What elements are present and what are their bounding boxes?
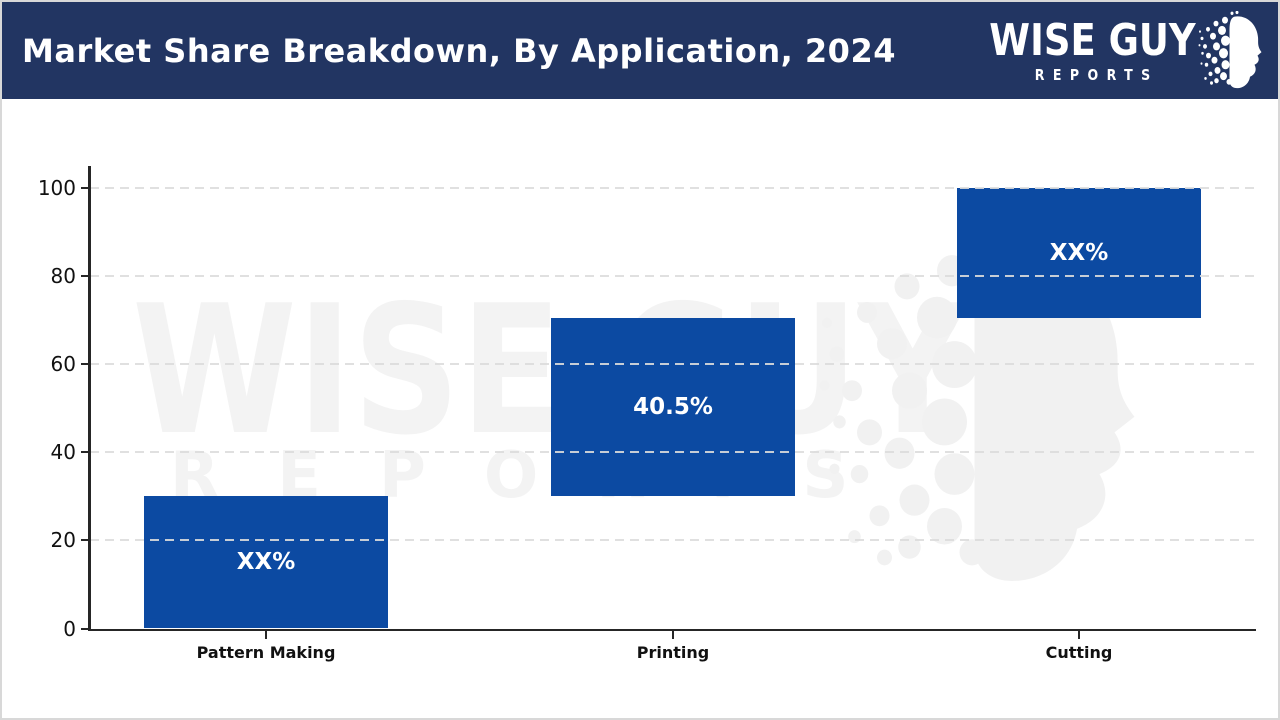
x-tick-label-pattern-making: Pattern Making <box>196 642 336 662</box>
logo-text: WISE GUY REPORTS <box>989 14 1196 84</box>
x-axis-spine <box>88 628 1256 631</box>
bar-pattern-making: XX% <box>144 496 388 629</box>
y-tick-mark <box>81 627 89 630</box>
y-tick-label: 60 <box>50 352 76 377</box>
bar-value-label: XX% <box>236 549 296 576</box>
gridline-60 <box>90 363 1256 366</box>
logo-subtitle: REPORTS <box>1035 65 1159 84</box>
gridline-20 <box>90 539 1256 542</box>
y-tick-label: 0 <box>63 616 76 641</box>
logo-wordmark: WISE GUY <box>989 14 1196 66</box>
x-tick-mark <box>1078 630 1080 639</box>
watermark-wordmark: WISE GUY <box>132 267 967 474</box>
page-title: Market Share Breakdown, By Application, … <box>22 31 896 70</box>
x-tick-mark <box>672 630 674 639</box>
y-tick-mark <box>81 451 89 454</box>
dotted-head-icon <box>1198 11 1262 89</box>
y-axis-spine <box>88 166 91 631</box>
gridline-100 <box>90 187 1256 189</box>
x-tick-label-cutting: Cutting <box>1045 642 1113 662</box>
x-tick-label-printing: Printing <box>636 642 710 662</box>
wise-guy-logo: WISE GUY REPORTS <box>950 8 1268 94</box>
gridline-40 <box>90 451 1256 454</box>
y-tick-label: 80 <box>50 264 76 289</box>
y-tick-mark <box>81 539 89 542</box>
y-tick-mark <box>81 187 89 189</box>
header-bar: Market Share Breakdown, By Application, … <box>2 2 1278 99</box>
bar-value-label: 40.5% <box>633 394 713 421</box>
bar-printing: 40.5% <box>551 317 795 497</box>
y-tick-label: 100 <box>37 176 76 200</box>
chart-area: WISE GUY REPORTS XX% 40.5% XX% 0 20 40 60 80 100… <box>2 99 1278 718</box>
x-tick-mark <box>265 630 267 639</box>
y-tick-mark <box>81 275 89 278</box>
y-tick-mark <box>81 363 89 366</box>
y-tick-label: 20 <box>50 528 76 553</box>
gridline-80 <box>90 275 1256 278</box>
y-tick-label: 40 <box>50 440 76 465</box>
bar-cutting: XX% <box>957 188 1201 318</box>
bar-value-label: XX% <box>1049 239 1109 266</box>
